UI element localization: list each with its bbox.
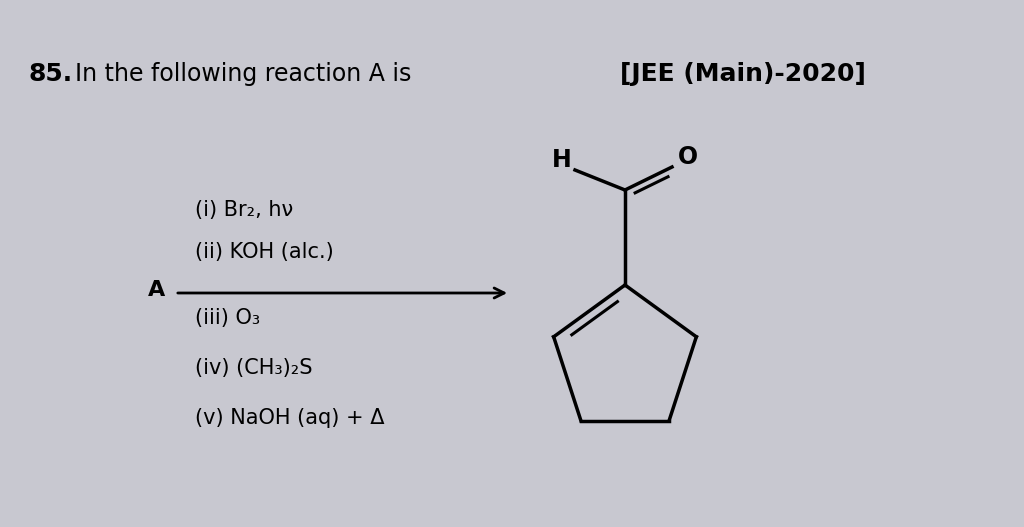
Text: (v) NaOH (aq) + Δ: (v) NaOH (aq) + Δ (195, 408, 384, 428)
Text: O: O (678, 145, 698, 169)
Text: (ii) KOH (alc.): (ii) KOH (alc.) (195, 242, 334, 262)
Text: 85.: 85. (28, 62, 72, 86)
Text: (iv) (CH₃)₂S: (iv) (CH₃)₂S (195, 358, 312, 378)
Text: (iii) O₃: (iii) O₃ (195, 308, 260, 328)
Text: In the following reaction A is: In the following reaction A is (75, 62, 412, 86)
Text: H: H (552, 148, 571, 172)
Text: (i) Br₂, hν: (i) Br₂, hν (195, 200, 293, 220)
Text: [JEE (Main)-2020]: [JEE (Main)-2020] (620, 62, 866, 86)
Text: A: A (148, 280, 165, 300)
